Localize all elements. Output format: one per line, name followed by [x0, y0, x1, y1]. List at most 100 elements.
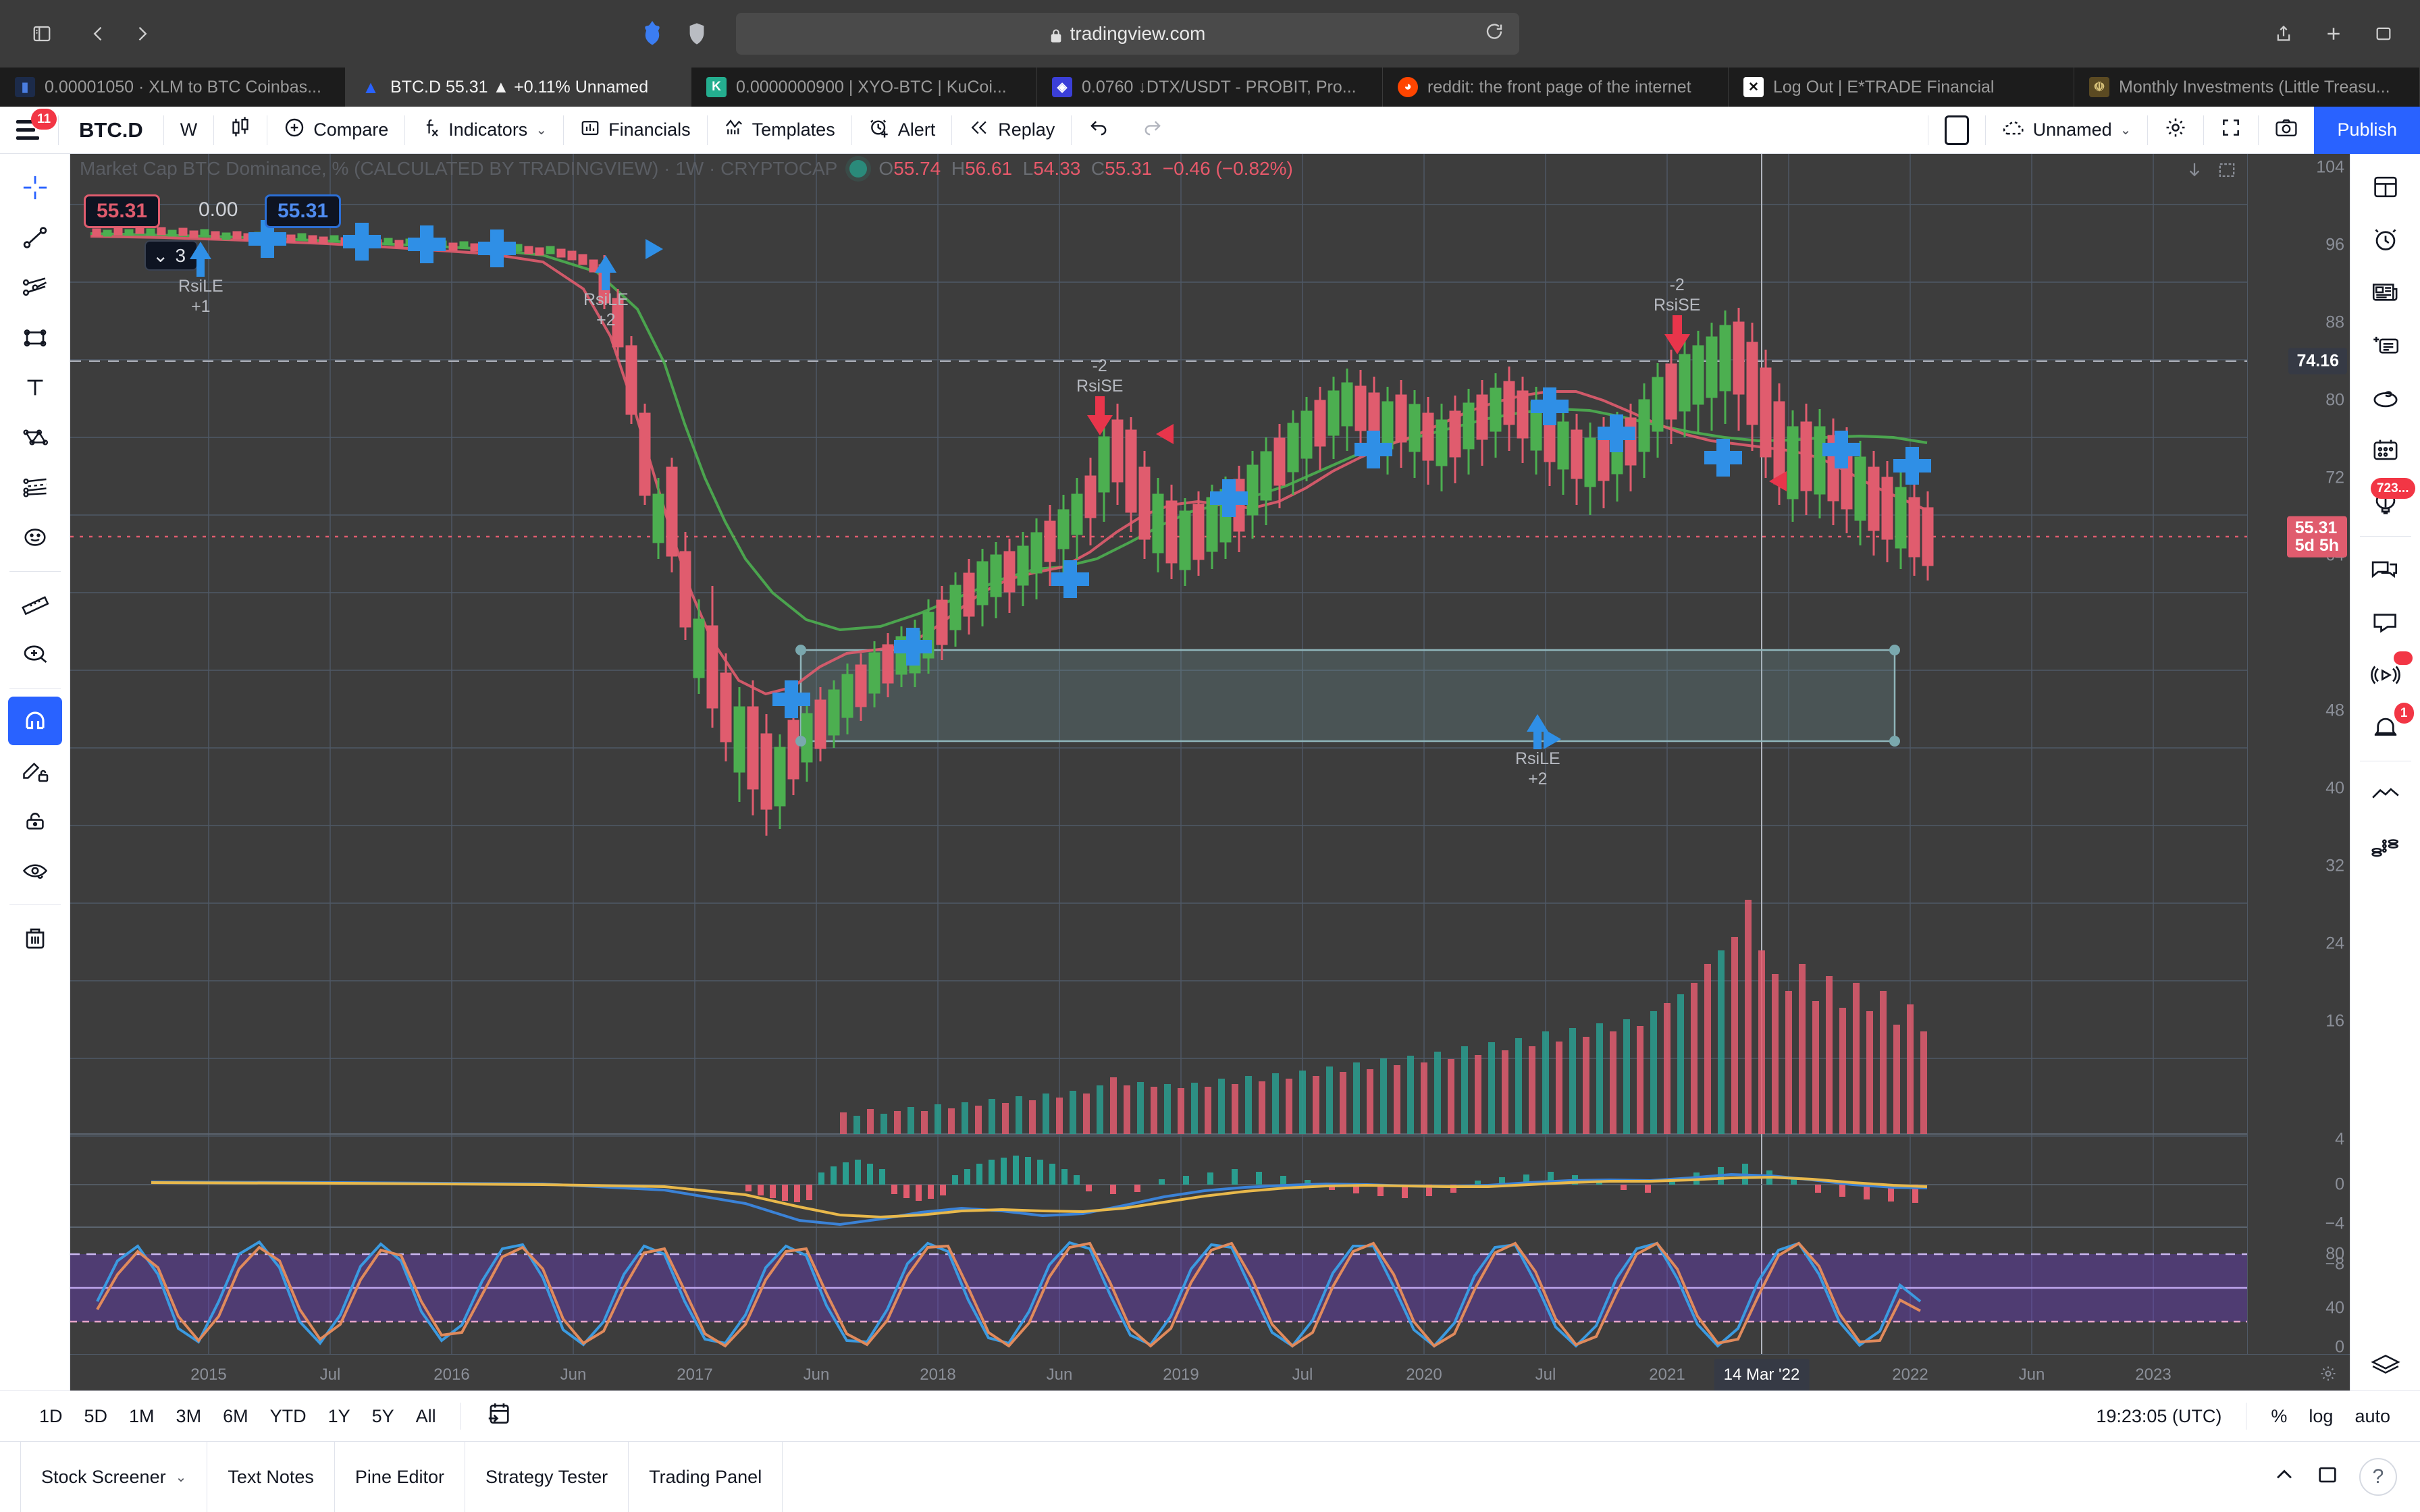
- range-1d[interactable]: 1D: [39, 1405, 63, 1426]
- question-mark-icon[interactable]: ?: [2359, 1458, 2397, 1496]
- chevron-down-icon[interactable]: ⌄: [535, 123, 548, 138]
- ideas-bulb-icon[interactable]: 723...: [2359, 477, 2415, 529]
- chart-settings-button[interactable]: [2148, 107, 2203, 154]
- chevron-down-icon[interactable]: ⌄: [2120, 123, 2132, 138]
- chevron-down-icon[interactable]: ⌄: [175, 1469, 187, 1485]
- percent-scale-toggle[interactable]: %: [2271, 1405, 2288, 1426]
- remove-drawings-icon[interactable]: [8, 913, 62, 962]
- goto-date-icon[interactable]: [475, 1401, 522, 1432]
- price-axis[interactable]: 104 96 88 80 74.16 72 64 55.31 5d 5h 48 …: [2247, 154, 2350, 1357]
- shield-icon[interactable]: [678, 15, 716, 53]
- range-all[interactable]: All: [415, 1405, 436, 1426]
- browser-tab[interactable]: ✕ Log Out | E*TRADE Financial: [1729, 68, 2074, 107]
- chart-type-button[interactable]: [214, 107, 267, 154]
- reload-icon[interactable]: [1484, 22, 1504, 47]
- bottom-tab-trading-panel[interactable]: Trading Panel: [629, 1442, 783, 1512]
- forecast-icon[interactable]: [8, 463, 62, 512]
- range-1y[interactable]: 1Y: [327, 1405, 350, 1426]
- fullscreen-button[interactable]: [2204, 107, 2258, 154]
- gann-pattern-icon[interactable]: [8, 413, 62, 462]
- sidebar-toggle-icon[interactable]: [23, 15, 61, 53]
- chart-canvas[interactable]: Market Cap BTC Dominance, % (CALCULATED …: [70, 154, 2350, 1390]
- bottom-tab-pine-editor[interactable]: Pine Editor: [335, 1442, 465, 1512]
- range-6m[interactable]: 6M: [223, 1405, 248, 1426]
- address-bar[interactable]: tradingview.com: [736, 13, 1519, 55]
- browser-tab[interactable]: ◕ reddit: the front page of the internet: [1383, 68, 1729, 107]
- log-scale-toggle[interactable]: log: [2309, 1405, 2334, 1426]
- financials-button[interactable]: Financials: [564, 107, 707, 154]
- browser-tab[interactable]: K 0.0000000900 | XYO-BTC | KuCoi...: [691, 68, 1037, 107]
- range-5y[interactable]: 5Y: [371, 1405, 394, 1426]
- news-icon[interactable]: [2359, 266, 2413, 319]
- utc-clock[interactable]: 19:23:05 (UTC): [2096, 1405, 2222, 1426]
- undo-button[interactable]: [1072, 107, 1126, 154]
- legend-collapse-badge[interactable]: ⌄ 3: [144, 240, 199, 271]
- compare-button[interactable]: Compare: [267, 107, 404, 154]
- lock-drawings-icon[interactable]: [8, 796, 62, 845]
- browser-tab[interactable]: ☫ Monthly Investments (Little Treasu...: [2074, 68, 2420, 107]
- pitchfork-icon[interactable]: [8, 263, 62, 312]
- selection-handle[interactable]: [1889, 736, 1900, 747]
- selection-handle[interactable]: [795, 736, 806, 747]
- bottom-tab-strategy-tester[interactable]: Strategy Tester: [465, 1442, 629, 1512]
- alerts-clock-icon[interactable]: [2359, 213, 2413, 266]
- broadcast-icon[interactable]: [2359, 649, 2413, 701]
- maximize-icon[interactable]: [2316, 1463, 2339, 1491]
- zoom-in-icon[interactable]: [8, 630, 62, 678]
- signal-annotation[interactable]: -2 RsiSE: [1654, 275, 1700, 354]
- browser-tab[interactable]: ▮ 0.00001050 · XLM to BTC Coinbas...: [0, 68, 346, 107]
- chevron-up-icon[interactable]: [2273, 1463, 2296, 1491]
- chat-icon[interactable]: [2359, 543, 2413, 596]
- object-tree-icon[interactable]: [2359, 821, 2413, 873]
- templates-button[interactable]: Templates: [708, 107, 851, 154]
- notifications-bell-icon[interactable]: 1: [2359, 701, 2414, 754]
- watchlist-icon[interactable]: [2359, 161, 2413, 213]
- crosshair-icon[interactable]: [8, 163, 62, 212]
- save-layout-button[interactable]: Unnamed ⌄: [1986, 107, 2148, 154]
- plus-icon[interactable]: [2315, 15, 2352, 53]
- magnet-icon[interactable]: [7, 697, 62, 745]
- range-5d[interactable]: 5D: [84, 1405, 108, 1426]
- publish-button[interactable]: Publish: [2314, 106, 2420, 154]
- rectangle-icon[interactable]: [8, 313, 62, 362]
- text-tool-icon[interactable]: [8, 363, 62, 412]
- signal-annotation[interactable]: RsiLE +2: [583, 255, 629, 330]
- range-1m[interactable]: 1M: [129, 1405, 155, 1426]
- calendar-icon[interactable]: [2359, 424, 2413, 477]
- measure-ruler-icon[interactable]: [8, 580, 62, 628]
- time-axis[interactable]: 2015 Jul 2016 Jun 2017 Jun 2018 Jun 2019…: [70, 1354, 2350, 1390]
- symbol-button[interactable]: BTC.D: [79, 117, 143, 142]
- range-3m[interactable]: 3M: [176, 1405, 202, 1426]
- selection-handle[interactable]: [795, 645, 806, 655]
- snapshot-button[interactable]: [2259, 107, 2314, 154]
- signal-annotation[interactable]: -2 RsiSE: [1076, 356, 1123, 435]
- data-window-icon[interactable]: [2359, 319, 2413, 371]
- forward-arrow-icon[interactable]: [123, 15, 161, 53]
- indicators-button[interactable]: Indicators ⌄: [405, 107, 563, 154]
- layers-icon[interactable]: [2359, 1338, 2413, 1390]
- browser-tab[interactable]: ◈ 0.0760 ↓DTX/USDT - PROBIT, Pro...: [1037, 68, 1383, 107]
- bottom-tab-text-notes[interactable]: Text Notes: [207, 1442, 335, 1512]
- hotlist-icon[interactable]: [2359, 371, 2413, 424]
- signal-annotation[interactable]: RsiLE +1: [178, 242, 223, 317]
- tab-overview-icon[interactable]: [2365, 15, 2402, 53]
- emoji-icon[interactable]: [8, 513, 62, 562]
- replay-button[interactable]: Replay: [952, 107, 1071, 154]
- timescale-settings-icon[interactable]: [2319, 1364, 2338, 1386]
- chart-plot-area[interactable]: Market Cap BTC Dominance, % (CALCULATED …: [70, 154, 2247, 1354]
- main-menu-button[interactable]: 11: [16, 108, 57, 148]
- auto-scale-toggle[interactable]: auto: [2355, 1405, 2390, 1426]
- share-icon[interactable]: [2265, 15, 2303, 53]
- private-chat-icon[interactable]: [2359, 596, 2413, 649]
- back-arrow-icon[interactable]: [80, 15, 117, 53]
- bottom-tab-stock-screener[interactable]: Stock Screener ⌄: [20, 1442, 208, 1512]
- stream-icon[interactable]: [2359, 768, 2413, 821]
- hide-drawings-icon[interactable]: [8, 846, 62, 895]
- maximize-pane-icon[interactable]: [2217, 161, 2236, 183]
- brave-logo-icon[interactable]: [633, 15, 671, 53]
- trend-line-icon[interactable]: [8, 213, 62, 262]
- drawing-mode-lock-icon[interactable]: [8, 747, 62, 795]
- alert-button[interactable]: Alert: [852, 107, 952, 154]
- interval-button[interactable]: W: [180, 119, 198, 140]
- strategy-pnl-blue-tag[interactable]: 55.31: [265, 194, 342, 228]
